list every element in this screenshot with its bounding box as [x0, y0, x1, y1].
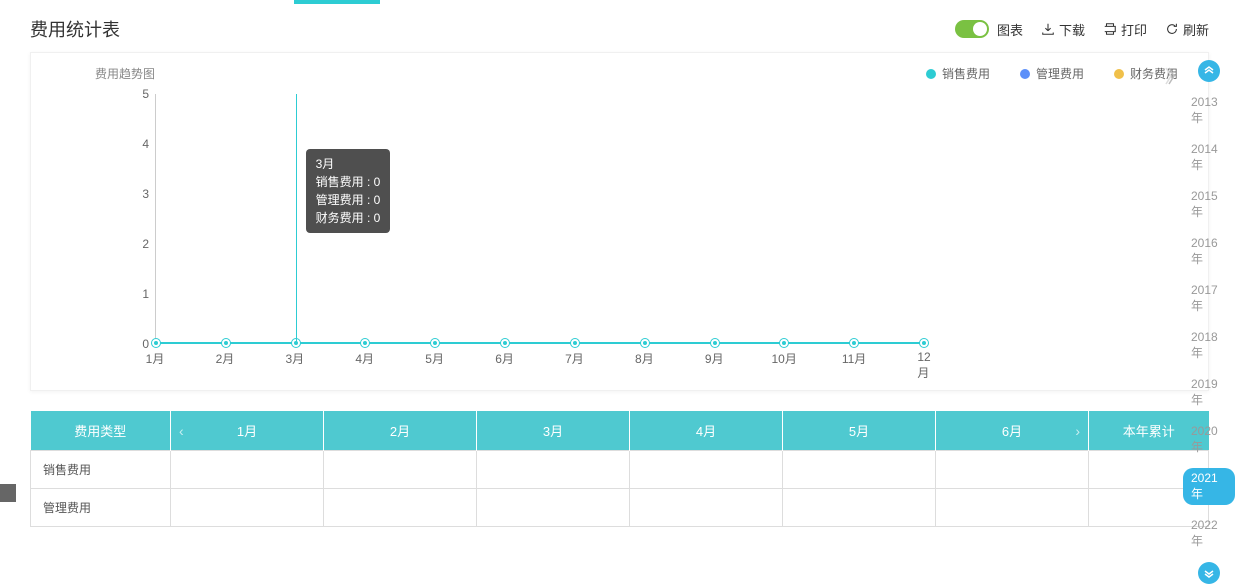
table-cell — [630, 489, 783, 527]
table-row: 管理费用 — [31, 489, 1209, 527]
page-title: 费用统计表 — [30, 16, 120, 42]
table-cell — [936, 451, 1089, 489]
year-item[interactable]: 2017年 — [1183, 280, 1235, 317]
y-tick: 5 — [142, 87, 149, 101]
chart-tooltip: 3月销售费用 : 0管理费用 : 0财务费用 : 0 — [306, 149, 391, 233]
scroll-years-down-button[interactable] — [1198, 562, 1220, 584]
x-tick: 12月 — [917, 350, 930, 381]
download-button[interactable]: 下载 — [1041, 20, 1085, 39]
row-label: 管理费用 — [31, 489, 171, 527]
table-header-cell: 3月 — [477, 411, 630, 451]
chart-panel: 费用趋势图 销售费用管理费用财务费用 3月销售费用 : 0管理费用 : 0财务费… — [30, 52, 1209, 391]
legend-dot-icon — [1114, 69, 1124, 79]
table-cell — [936, 489, 1089, 527]
y-tick: 1 — [142, 287, 149, 301]
refresh-button[interactable]: 刷新 — [1165, 20, 1209, 39]
x-tick: 4月 — [355, 350, 374, 367]
download-label: 下载 — [1059, 20, 1085, 39]
year-item[interactable]: 2013年 — [1183, 92, 1235, 129]
year-item[interactable]: 2018年 — [1183, 327, 1235, 364]
year-item[interactable]: 2015年 — [1183, 186, 1235, 223]
legend-item[interactable]: 销售费用 — [926, 65, 990, 82]
year-item[interactable]: 2020年 — [1183, 421, 1235, 458]
row-label: 销售费用 — [31, 451, 171, 489]
year-item[interactable]: 2016年 — [1183, 233, 1235, 270]
x-tick: 1月 — [146, 350, 165, 367]
expense-table: 费用类型‹1月2月3月4月5月6月›本年累计 销售费用管理费用 — [30, 411, 1209, 527]
page-header: 费用统计表 图表 下载 打印 刷新 — [0, 0, 1239, 52]
next-months-button[interactable]: › — [1075, 423, 1080, 439]
refresh-label: 刷新 — [1183, 20, 1209, 39]
header-actions: 图表 下载 打印 刷新 — [955, 20, 1209, 39]
table-cell — [477, 489, 630, 527]
hover-line — [296, 94, 297, 343]
table-cell — [171, 451, 324, 489]
chart-toggle-wrap[interactable]: 图表 — [955, 20, 1023, 39]
table-header-cell: 5月 — [783, 411, 936, 451]
prev-months-button[interactable]: ‹ — [179, 423, 184, 439]
legend-label: 销售费用 — [942, 65, 990, 82]
chart-toggle[interactable] — [955, 20, 989, 38]
x-tick: 11月 — [842, 350, 866, 367]
table-cell — [324, 451, 477, 489]
table-cell — [171, 489, 324, 527]
scroll-years-up-button[interactable] — [1198, 60, 1220, 82]
x-tick: 5月 — [425, 350, 444, 367]
refresh-icon — [1165, 22, 1179, 36]
bottom-left-tab[interactable] — [0, 484, 16, 502]
x-tick: 6月 — [495, 350, 514, 367]
collapse-rail-button[interactable] — [1165, 62, 1179, 90]
legend-label: 管理费用 — [1036, 65, 1084, 82]
year-rail: 2013年 2014年 2015年 2016年 2017年 2018年 2019年 2020年… — [1183, 60, 1235, 584]
print-button[interactable]: 打印 — [1103, 20, 1147, 39]
x-tick: 10月 — [771, 350, 796, 367]
x-tick: 7月 — [565, 350, 584, 367]
table-cell — [630, 451, 783, 489]
print-label: 打印 — [1121, 20, 1147, 39]
x-tick: 2月 — [216, 350, 235, 367]
download-icon — [1041, 22, 1055, 36]
chart-toggle-label: 图表 — [997, 20, 1023, 39]
table-cell — [324, 489, 477, 527]
table-cell — [783, 451, 936, 489]
table-cell — [477, 451, 630, 489]
table-header-cell: 6月› — [936, 411, 1089, 451]
x-tick: 9月 — [705, 350, 724, 367]
y-tick: 2 — [142, 237, 149, 251]
x-tick: 3月 — [285, 350, 304, 367]
year-item[interactable]: 2014年 — [1183, 139, 1235, 176]
table-row: 销售费用 — [31, 451, 1209, 489]
active-tab-indicator — [294, 0, 380, 4]
legend-dot-icon — [1020, 69, 1030, 79]
chart-legend: 销售费用管理费用财务费用 — [926, 65, 1178, 82]
legend-item[interactable]: 管理费用 — [1020, 65, 1084, 82]
x-tick: 8月 — [635, 350, 654, 367]
legend-dot-icon — [926, 69, 936, 79]
year-item[interactable]: 2021年 — [1183, 468, 1235, 505]
y-tick: 4 — [142, 137, 149, 151]
year-item[interactable]: 2019年 — [1183, 374, 1235, 411]
year-item[interactable]: 2022年 — [1183, 515, 1235, 552]
table-header-cell: 2月 — [324, 411, 477, 451]
table-header-cell: 4月 — [630, 411, 783, 451]
table-header-cell: ‹1月 — [171, 411, 324, 451]
chart-plot[interactable]: 3月销售费用 : 0管理费用 : 0财务费用 : 0 012345 1月2月3月… — [155, 94, 924, 374]
table-cell — [783, 489, 936, 527]
y-tick: 3 — [142, 187, 149, 201]
y-tick: 0 — [142, 337, 149, 351]
table-header-cell: 费用类型 — [31, 411, 171, 451]
print-icon — [1103, 22, 1117, 36]
